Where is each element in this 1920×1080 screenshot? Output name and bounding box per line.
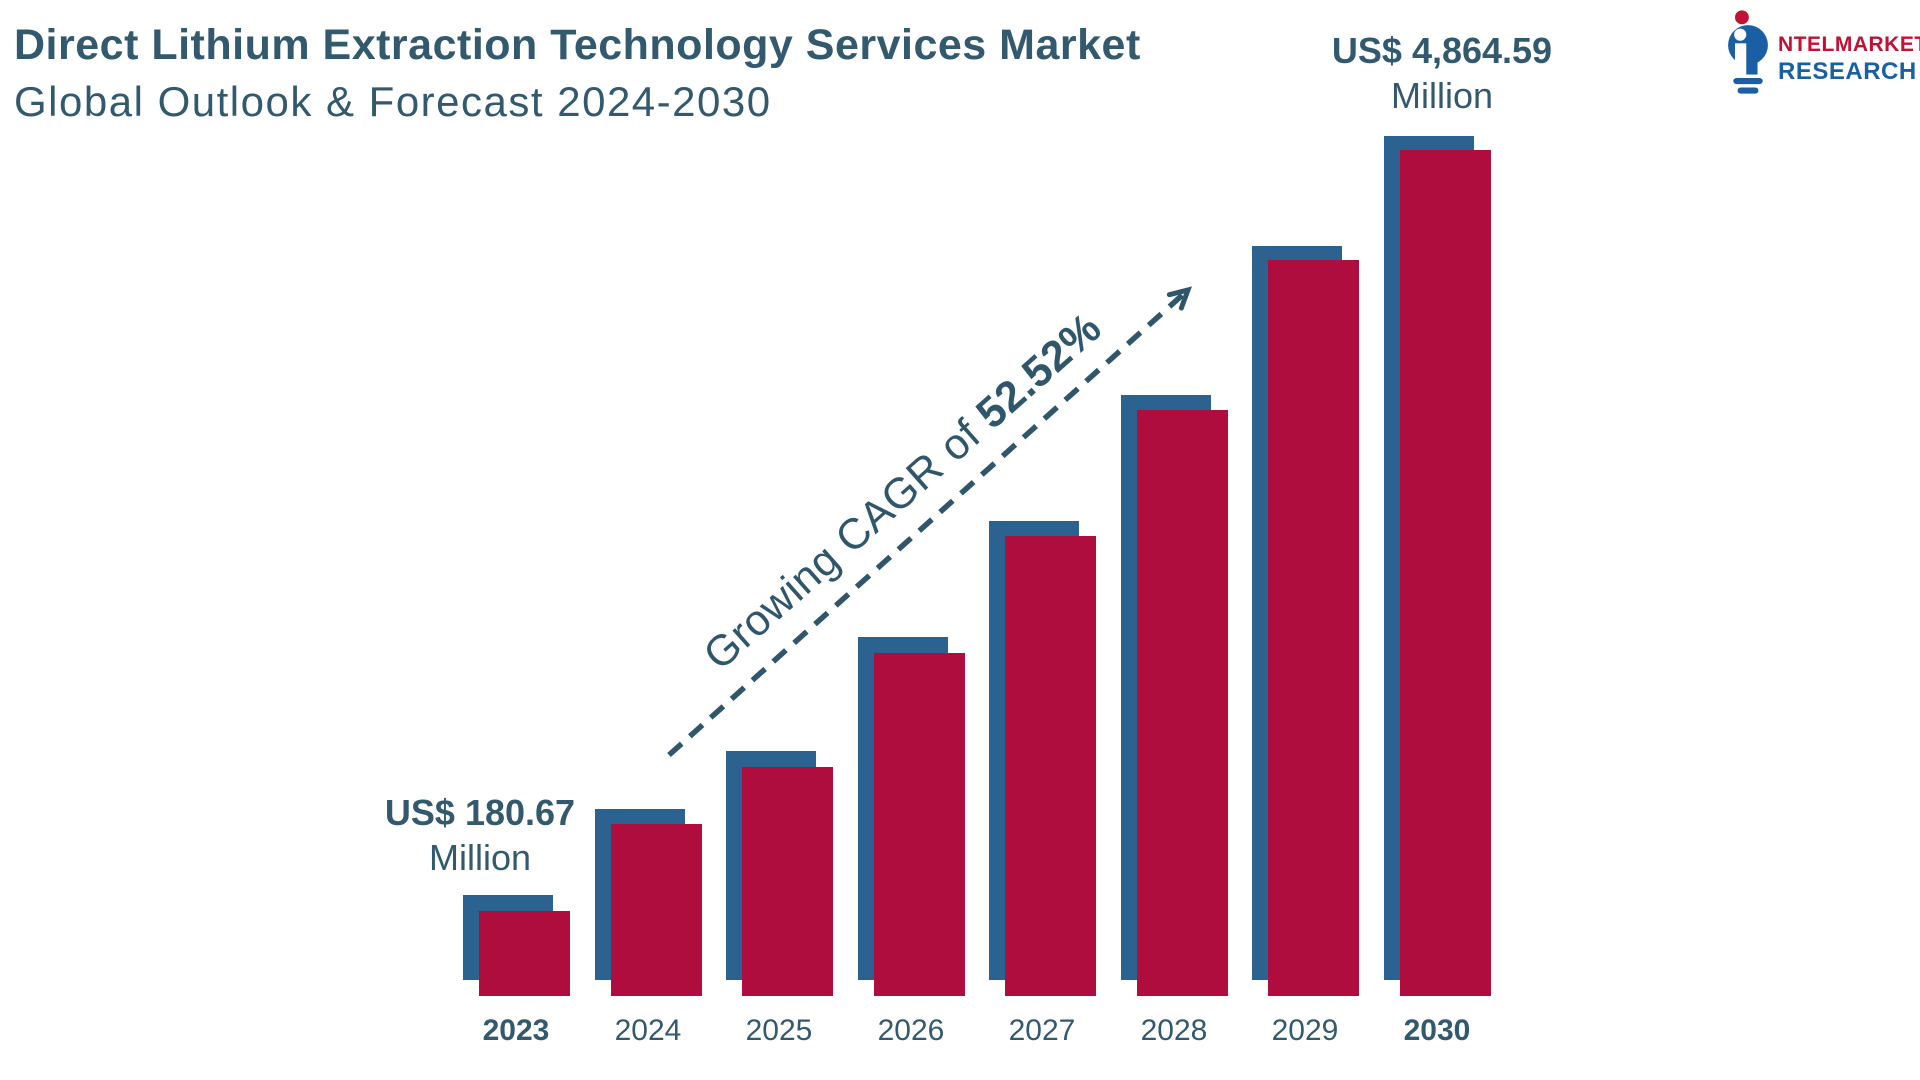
- logo-text-secondary: RESEARCH: [1778, 58, 1917, 85]
- bar-2026: [874, 653, 965, 996]
- bar-2023: [479, 911, 570, 996]
- start-value-amount: US$ 180.67: [384, 792, 576, 833]
- bar-2027: [1005, 536, 1096, 996]
- end-value-unit: Million: [1390, 75, 1494, 116]
- bar-2024: [611, 824, 702, 996]
- end-value-amount: US$ 4,864.59: [1331, 30, 1553, 71]
- logo-text-primary: NTELMARKET: [1778, 33, 1920, 56]
- x-axis-label-2029: 2029: [1271, 1014, 1339, 1047]
- start-value-unit: Million: [428, 837, 532, 878]
- bar-2028: [1137, 410, 1228, 996]
- x-axis-label-2026: 2026: [877, 1014, 945, 1047]
- x-axis-label-2027: 2027: [1008, 1014, 1076, 1047]
- x-axis-label-2028: 2028: [1140, 1014, 1208, 1047]
- end-value-label: US$ 4,864.59 Million: [1282, 28, 1602, 118]
- page-subtitle: Global Outlook & Forecast 2024-2030: [14, 78, 772, 125]
- x-axis-label-2025: 2025: [745, 1014, 813, 1047]
- x-axis-label-2030: 2030: [1403, 1014, 1471, 1047]
- page-title: Direct Lithium Extraction Technology Ser…: [14, 21, 1141, 69]
- start-value-label: US$ 180.67 Million: [330, 790, 630, 880]
- header: Direct Lithium Extraction Technology Ser…: [14, 18, 1141, 128]
- logo-text: NTELMARKET RESEARCH: [1778, 33, 1920, 86]
- intelmarket-research-logo: NTELMARKET RESEARCH: [1722, 4, 1920, 100]
- lightbulb-icon: [1728, 10, 1768, 94]
- x-axis-label-2023: 2023: [482, 1014, 550, 1047]
- bar-2030: [1400, 150, 1491, 996]
- bar-2025: [742, 767, 833, 996]
- bar-2029: [1268, 260, 1359, 996]
- x-axis-label-2024: 2024: [614, 1014, 682, 1047]
